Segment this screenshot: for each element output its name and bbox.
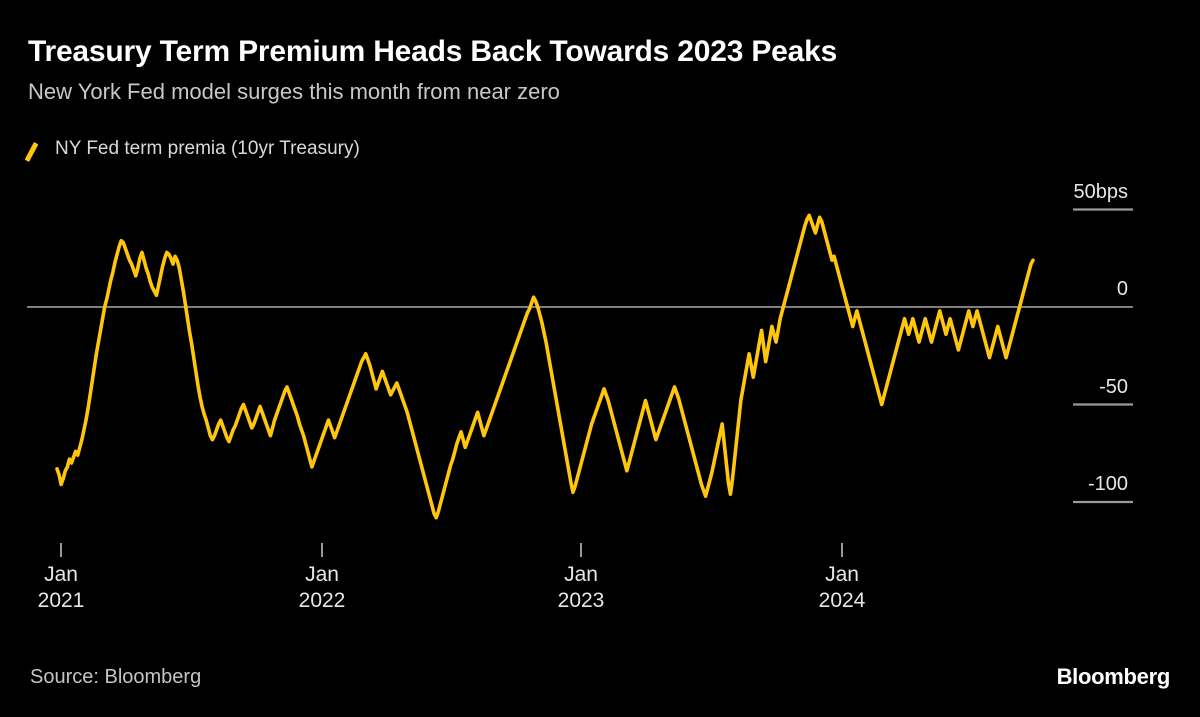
x-tick-year: 2022: [298, 589, 346, 613]
x-axis-tick-label: Jan 2022: [299, 562, 346, 615]
y-axis-tick-label: 0: [1116, 278, 1128, 300]
x-tick-year: 2021: [37, 589, 85, 613]
x-tick-month: Jan: [564, 563, 598, 586]
x-axis-tick-label: Jan 2023: [558, 562, 605, 615]
chart-title: Treasury Term Premium Heads Back Towards…: [28, 35, 838, 68]
y-axis-tick-label: -100: [1087, 473, 1128, 495]
chart-header: Treasury Term Premium Heads Back Towards…: [28, 34, 1128, 107]
y-axis-tick-label: -50: [1099, 375, 1128, 398]
x-tick-month: Jan: [44, 563, 78, 586]
y-axis-tick-label: 50bps: [1073, 180, 1129, 203]
legend-item-label: NY Fed term premia (10yr Treasury): [55, 138, 360, 159]
x-axis-tick-label: Jan 2021: [38, 562, 85, 615]
x-tick-year: 2023: [557, 589, 605, 613]
x-tick-month: Jan: [825, 563, 859, 586]
x-tick-year: 2024: [818, 589, 866, 613]
chart-legend: NY Fed term premia (10yr Treasury): [28, 138, 360, 160]
bloomberg-logo: Bloomberg: [1056, 664, 1171, 689]
legend-item-ny-fed-term-premia: NY Fed term premia (10yr Treasury): [28, 138, 360, 160]
y-axis: 50bps 0 -50 -100: [1060, 0, 1200, 717]
x-tick-month: Jan: [305, 563, 339, 586]
source-note: Source: Bloomberg: [30, 666, 202, 688]
x-axis-tick-label: Jan 2024: [819, 562, 866, 615]
chart-subtitle: New York Fed model surges this month fro…: [28, 79, 560, 105]
